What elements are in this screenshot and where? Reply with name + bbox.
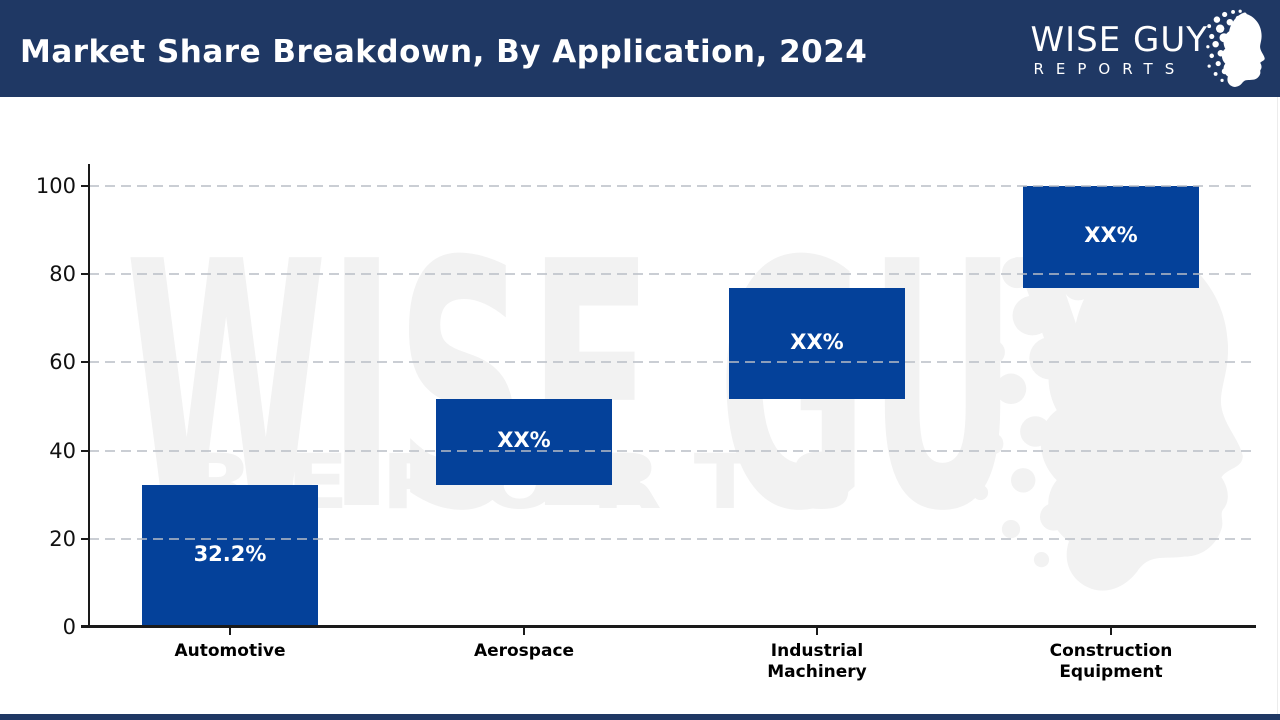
bar-value-label: XX% xyxy=(790,329,844,354)
y-tick-label: 20 xyxy=(49,526,76,551)
face-icon xyxy=(1206,9,1265,87)
y-tick-label: 40 xyxy=(49,438,76,463)
brand-subname: REPORTS xyxy=(1033,59,1187,78)
brand-text: WISE GUY REPORTS xyxy=(1030,23,1208,78)
gridline xyxy=(89,361,1253,364)
y-tick-label: 100 xyxy=(35,174,76,198)
y-tick-mark xyxy=(81,361,89,364)
category-label: Aerospace xyxy=(473,641,575,661)
bar xyxy=(436,399,612,485)
gridline xyxy=(89,449,1253,452)
y-tick-mark xyxy=(81,449,89,452)
gridline xyxy=(89,537,1253,540)
x-axis-line xyxy=(81,625,1256,628)
bar xyxy=(729,287,905,400)
gridline xyxy=(89,185,1253,187)
x-tick-mark xyxy=(816,628,818,635)
x-tick-mark xyxy=(1110,628,1112,635)
x-tick-mark xyxy=(229,628,231,635)
header: Market Share Breakdown, By Application, … xyxy=(0,0,1280,97)
y-tick-mark xyxy=(81,185,89,187)
category-label: Construction Equipment xyxy=(1049,641,1173,683)
bar-value-label: XX% xyxy=(1084,222,1138,247)
y-tick-label: 60 xyxy=(49,350,76,375)
brand-logo: WISE GUY REPORTS xyxy=(1030,8,1268,92)
bar-value-label: XX% xyxy=(497,428,551,453)
y-tick-mark xyxy=(81,273,89,276)
x-tick-mark xyxy=(523,628,525,635)
y-tick-mark xyxy=(81,626,89,628)
category-label: Automotive xyxy=(174,641,286,661)
category-label: Industrial Machinery xyxy=(767,641,867,683)
plot-right-spine xyxy=(1277,97,1278,714)
page-title: Market Share Breakdown, By Application, … xyxy=(20,34,868,70)
y-tick-label: 0 xyxy=(62,615,76,639)
footer-bar xyxy=(0,714,1280,720)
bar xyxy=(142,484,318,627)
y-tick-label: 80 xyxy=(49,262,76,287)
y-tick-mark xyxy=(81,537,89,540)
y-axis-line xyxy=(88,164,90,627)
gridline xyxy=(89,273,1253,276)
bar-value-label: 32.2% xyxy=(193,541,267,566)
brand-name: WISE GUY xyxy=(1030,19,1208,60)
